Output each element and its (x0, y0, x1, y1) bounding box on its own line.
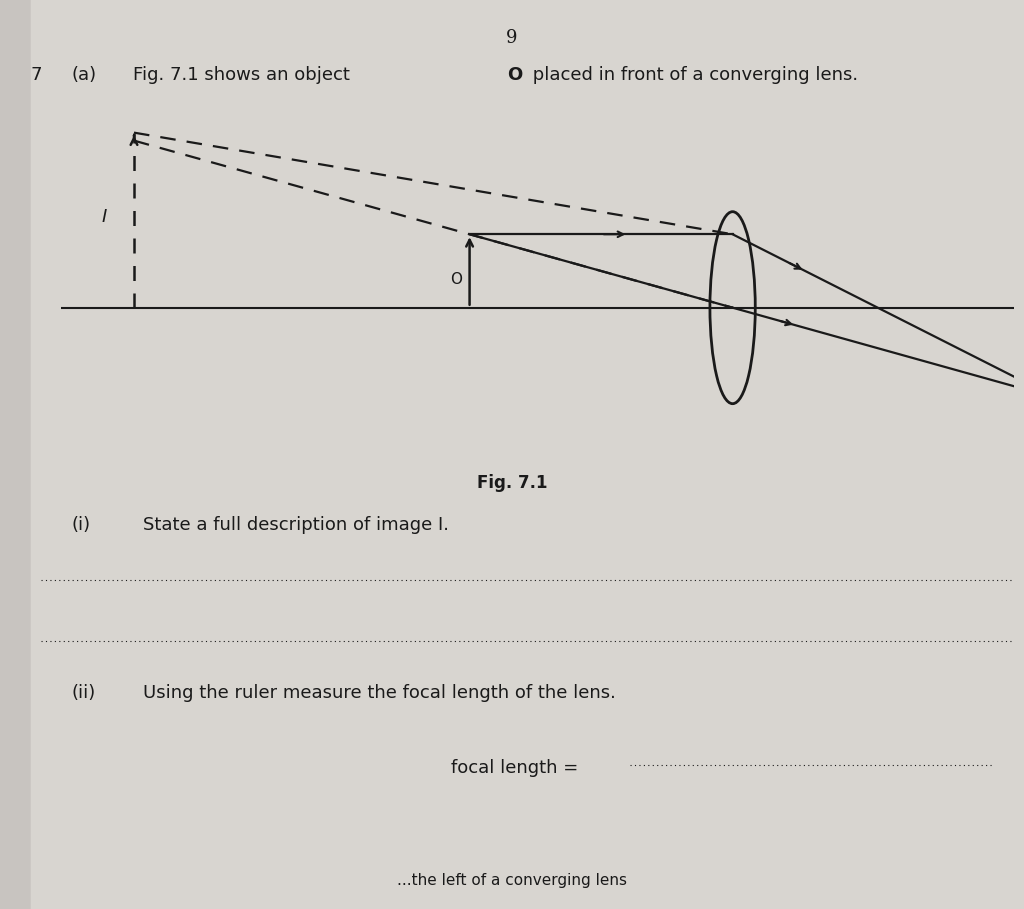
Text: focal length =: focal length = (451, 759, 584, 777)
Text: (ii): (ii) (72, 684, 96, 702)
Text: 7: 7 (31, 66, 42, 85)
Text: Fig. 7.1: Fig. 7.1 (477, 474, 547, 493)
Text: 9: 9 (506, 29, 518, 47)
Text: Fig. 7.1 shows an object: Fig. 7.1 shows an object (133, 66, 355, 85)
Text: (a): (a) (72, 66, 97, 85)
Text: (i): (i) (72, 516, 91, 534)
Text: placed in front of a converging lens.: placed in front of a converging lens. (527, 66, 858, 85)
Text: I: I (101, 207, 106, 225)
Text: State a full description of image I.: State a full description of image I. (143, 516, 450, 534)
Text: O: O (507, 66, 522, 85)
Text: O: O (451, 273, 462, 287)
FancyBboxPatch shape (31, 0, 1024, 909)
Text: Using the ruler measure the focal length of the lens.: Using the ruler measure the focal length… (143, 684, 616, 702)
Text: ...the left of a converging lens: ...the left of a converging lens (397, 873, 627, 888)
